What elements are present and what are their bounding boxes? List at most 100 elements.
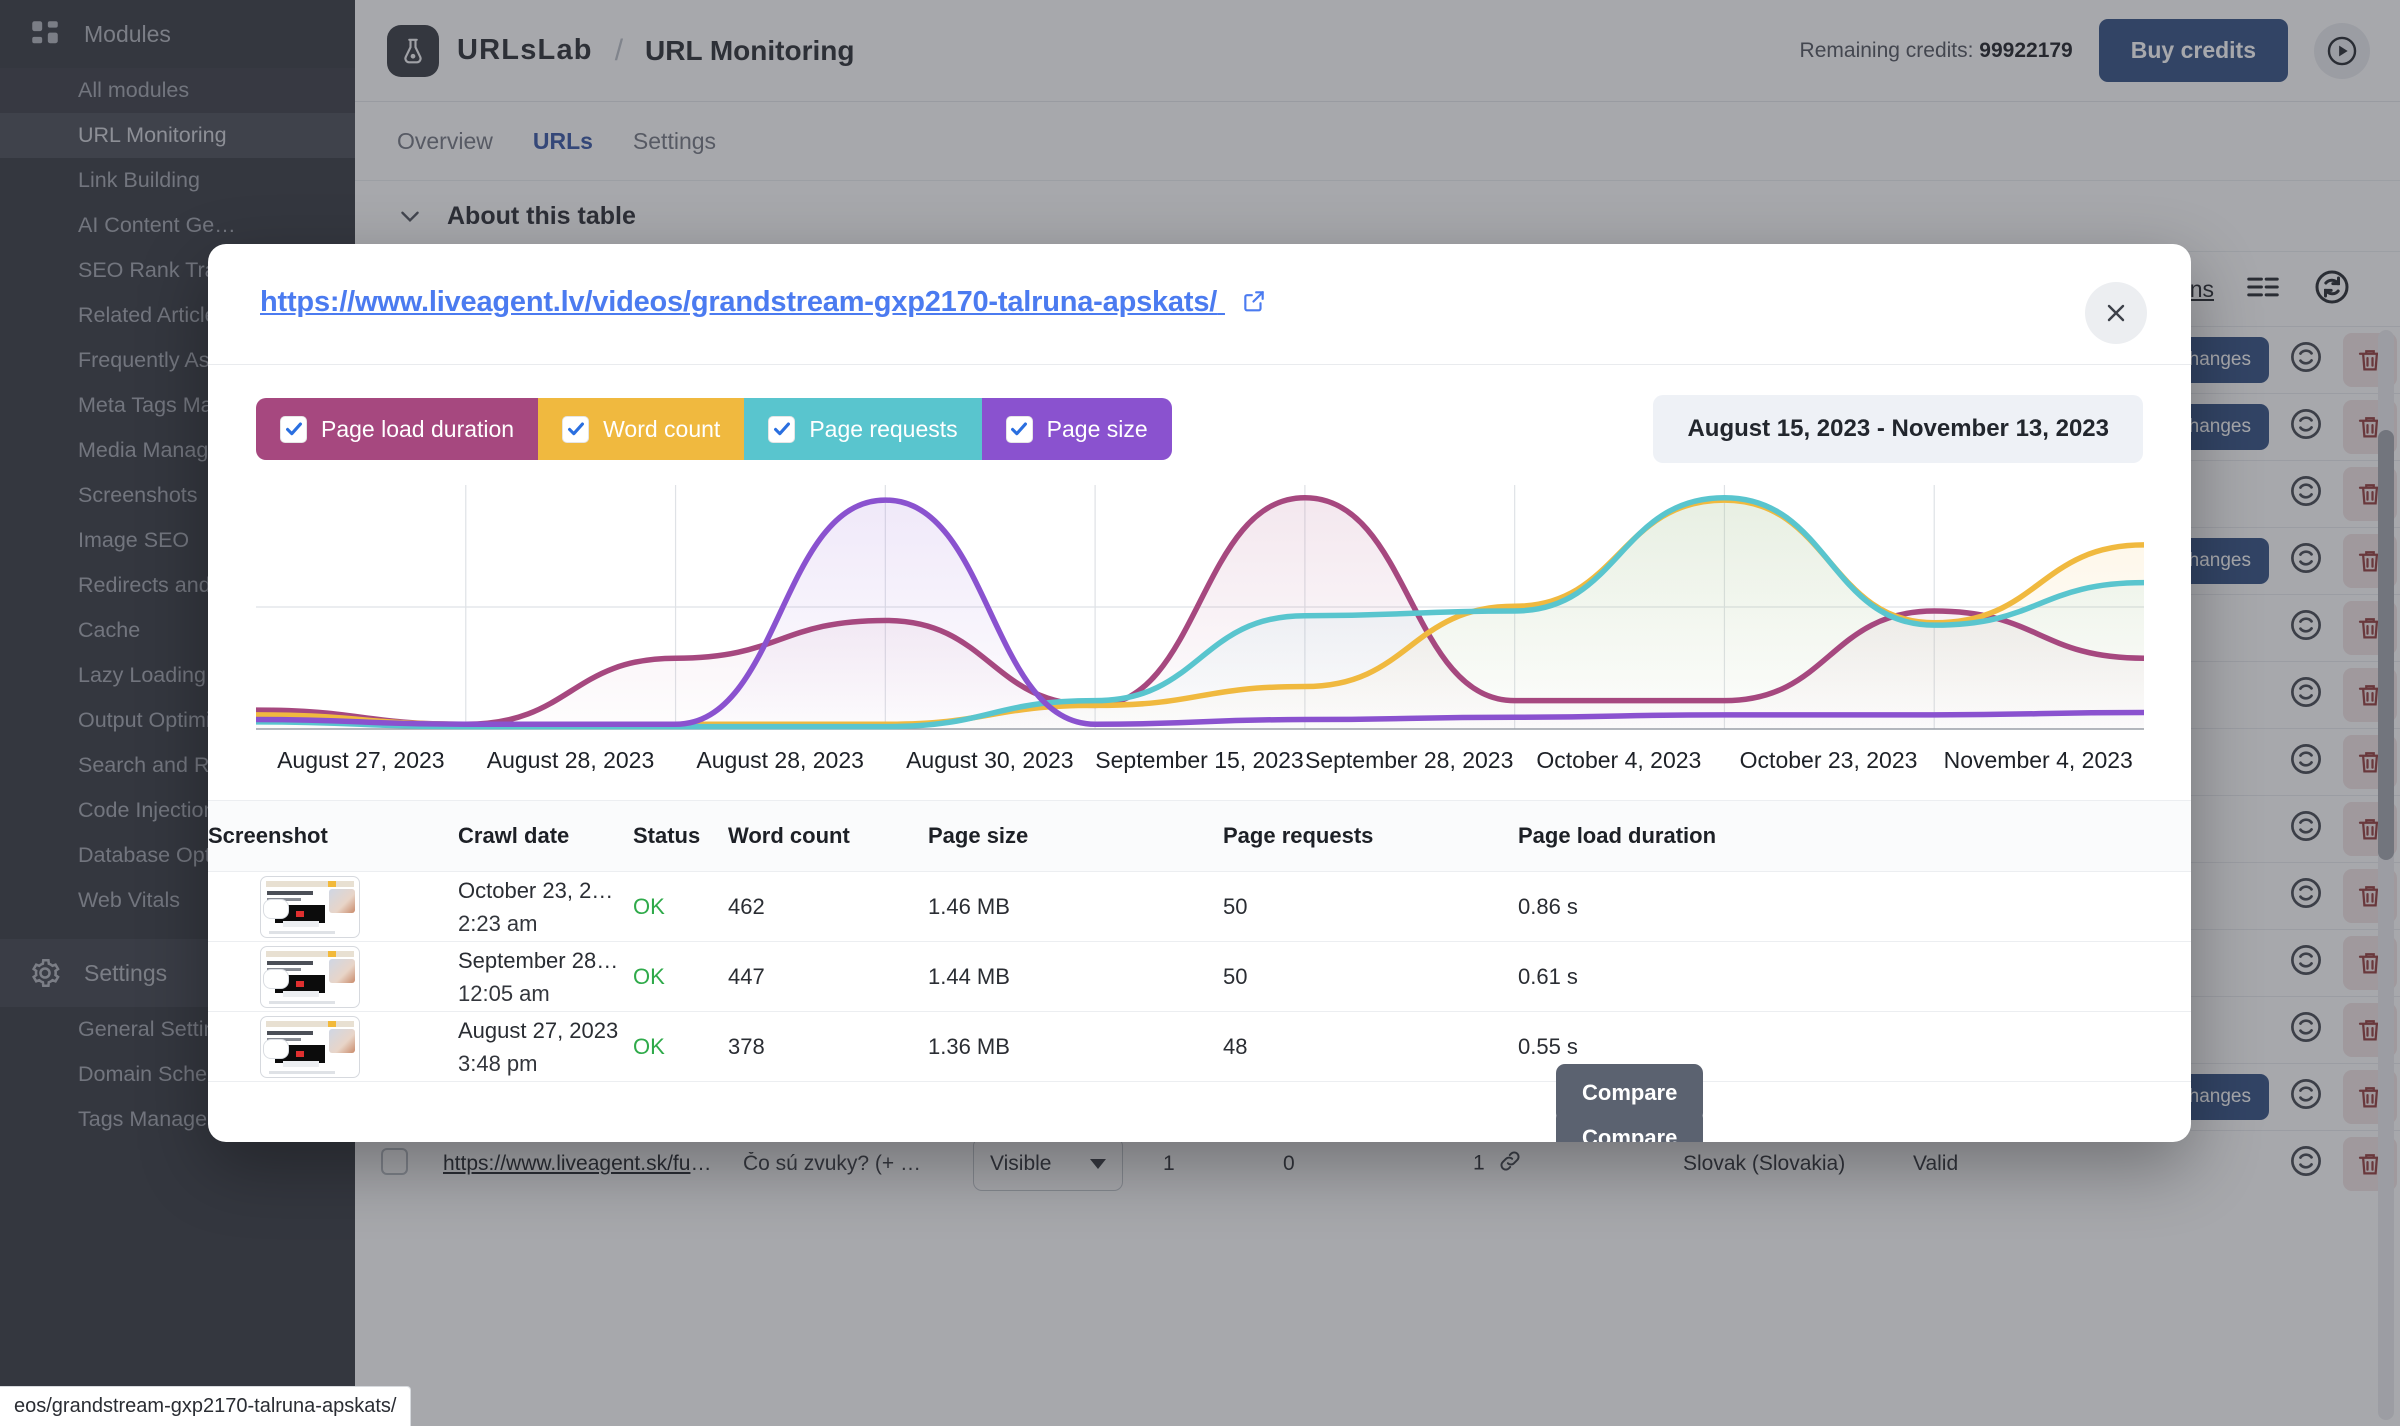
crawl-history-row: September 28… 12:05 am OK 447 1.44 MB 50 0.61 … — [208, 941, 2191, 1012]
checkbox-checked-icon[interactable] — [280, 415, 307, 443]
compare-button[interactable]: Compare — [1556, 1109, 1704, 1142]
chart-area-page-requests — [256, 497, 2144, 729]
thumb-nav-bar — [266, 880, 354, 887]
cell-word-count: 378 — [728, 1011, 928, 1082]
refresh-icon[interactable] — [2287, 1075, 2325, 1119]
x-axis-tick-label: September 15, 2023 — [1095, 747, 1304, 773]
refresh-icon[interactable] — [2287, 1142, 2325, 1186]
filter-chip-page-size[interactable]: Page size — [981, 398, 1172, 460]
thumb-heading — [267, 1030, 313, 1035]
screenshot-thumbnail[interactable] — [260, 945, 360, 1008]
thumb-footer-2 — [269, 1070, 335, 1074]
x-axis-tick-label: August 28, 2023 — [696, 747, 864, 773]
refresh-icon[interactable] — [2287, 1008, 2325, 1052]
sidebar-item-ai-content-ge[interactable]: AI Content Ge… — [78, 213, 236, 237]
refresh-icon[interactable] — [2287, 472, 2325, 516]
external-link-icon — [1241, 289, 1267, 321]
crawl-history-row: October 23, 2… 2:23 am OK 462 1.46 MB 50 0.86 … — [208, 871, 2191, 942]
sidebar-item-image-seo[interactable]: Image SEO — [78, 528, 190, 552]
top-bar: URLsLab / URL Monitoring Remaining credi… — [355, 0, 2400, 102]
cell-page-load-duration: 0.86 s — [1518, 871, 1863, 942]
cell-word-count: 447 — [728, 941, 928, 1012]
about-this-table-label: About this table — [447, 201, 636, 230]
buy-credits-button[interactable]: Buy credits — [2098, 19, 2288, 82]
tab-urls[interactable]: URLs — [532, 127, 593, 154]
column-header-word-count: Word count — [728, 800, 928, 872]
cell-page-requests: 50 — [1223, 941, 1518, 1012]
refresh-icon[interactable] — [2287, 874, 2325, 918]
sidebar-item-link-building[interactable]: Link Building — [78, 168, 200, 192]
sidebar-item-tags-manager[interactable]: Tags Manager — [78, 1107, 215, 1131]
thumb-popup — [263, 898, 289, 919]
checkbox-checked-icon[interactable] — [1005, 415, 1033, 443]
visibility-value: Visible — [990, 1152, 1052, 1176]
cell-screenshot[interactable] — [208, 1011, 458, 1082]
x-axis-tick-label: October 4, 2023 — [1536, 747, 1702, 773]
row-height-icon[interactable] — [2244, 268, 2282, 311]
checkbox-checked-icon[interactable] — [562, 415, 590, 443]
metrics-chart-svg — [256, 485, 2144, 730]
column-header-page-size: Page size — [928, 800, 1223, 872]
sidebar-item-screenshots[interactable]: Screenshots — [78, 483, 198, 507]
cell-compare — [1863, 1011, 2191, 1082]
credits-value: 99922179 — [1979, 38, 2073, 62]
url-detail-modal: https://www.liveagent.lv/videos/grandstr… — [208, 244, 2191, 1142]
table-header-row: Screenshot Crawl date Status Word count … — [208, 800, 2191, 872]
modal-url-link[interactable]: https://www.liveagent.lv/videos/grandstr… — [260, 286, 1267, 322]
remaining-credits: Remaining credits: 99922179 — [1800, 39, 2073, 63]
refresh-icon[interactable] — [2287, 338, 2325, 382]
refresh-icon[interactable] — [2287, 606, 2325, 650]
x-axis-tick-label: September 28, 2023 — [1304, 747, 1514, 773]
date-range-button[interactable]: August 15, 2023 - November 13, 2023 — [1653, 395, 2143, 463]
tab-overview[interactable]: Overview — [397, 127, 493, 154]
refresh-icon[interactable] — [2287, 405, 2325, 449]
play-circle-icon[interactable] — [2314, 22, 2370, 79]
checkbox-checked-icon[interactable] — [768, 415, 796, 443]
cell-screenshot[interactable] — [208, 941, 458, 1012]
metrics-chart — [208, 475, 2191, 733]
chart-x-axis: August 27, 2023 August 28, 2023 August 28,… — [208, 733, 2191, 774]
scrollbar-thumb[interactable] — [2378, 430, 2394, 860]
x-axis-tick-label: November 4, 2023 — [1943, 747, 2133, 773]
crawl-date-value: September 28… — [458, 947, 619, 973]
checkbox-unchecked-icon[interactable] — [380, 1147, 408, 1175]
sidebar-item-web-vitals[interactable]: Web Vitals — [78, 888, 180, 912]
metric-filter-chips: Page load duration Word count Page request… — [256, 398, 1172, 460]
sidebar-item-all-modules[interactable]: All modules — [0, 68, 355, 113]
filter-chip-label: Word count — [603, 415, 721, 442]
filter-chip-page-requests[interactable]: Page requests — [744, 398, 982, 460]
status-badge: OK — [633, 1033, 665, 1059]
chart-line-page-size — [256, 497, 2144, 728]
thumb-footer-1 — [283, 1060, 319, 1067]
refresh-icon[interactable] — [2312, 267, 2352, 312]
cell-screenshot[interactable] — [208, 871, 458, 942]
sidebar-item-cache[interactable]: Cache — [78, 618, 141, 642]
link-icon[interactable] — [1497, 1148, 1523, 1180]
tab-settings[interactable]: Settings — [632, 127, 717, 154]
thumb-popup — [263, 1038, 289, 1059]
close-icon[interactable] — [2085, 282, 2147, 344]
refresh-icon[interactable] — [2287, 807, 2325, 851]
sidebar-group-modules[interactable]: Modules — [0, 0, 355, 68]
crawl-time-value: 3:48 pm — [458, 1050, 538, 1076]
brand-name: URLsLab — [457, 34, 593, 66]
filter-chip-word-count[interactable]: Word count — [538, 398, 745, 460]
refresh-icon[interactable] — [2287, 740, 2325, 784]
filter-chip-page-load-duration[interactable]: Page load duration — [256, 398, 539, 460]
thumb-image — [329, 888, 355, 913]
cell-crawl-date: August 27, 2023 3:48 pm — [458, 1011, 633, 1082]
sidebar-item-url-monitoring[interactable]: URL Monitoring — [0, 113, 355, 158]
cell-compare — [1863, 941, 2191, 1012]
chart-line-page-load-duration — [256, 494, 2144, 728]
refresh-icon[interactable] — [2287, 539, 2325, 583]
filter-chip-label: Page load duration — [321, 415, 515, 442]
cell-crawl-date: September 28… 12:05 am — [458, 941, 633, 1012]
cell-word-count: 462 — [728, 871, 928, 942]
refresh-icon[interactable] — [2287, 941, 2325, 985]
sidebar-item-lazy-loading[interactable]: Lazy Loading — [78, 663, 206, 687]
screenshot-thumbnail[interactable] — [260, 1015, 360, 1078]
browser-status-bar: eos/grandstream-gxp2170-talruna-apskats/ — [0, 1386, 412, 1426]
screenshot-thumbnail[interactable] — [260, 875, 360, 938]
refresh-icon[interactable] — [2287, 673, 2325, 717]
tab-bar: Overview URLs Settings — [355, 102, 2400, 180]
